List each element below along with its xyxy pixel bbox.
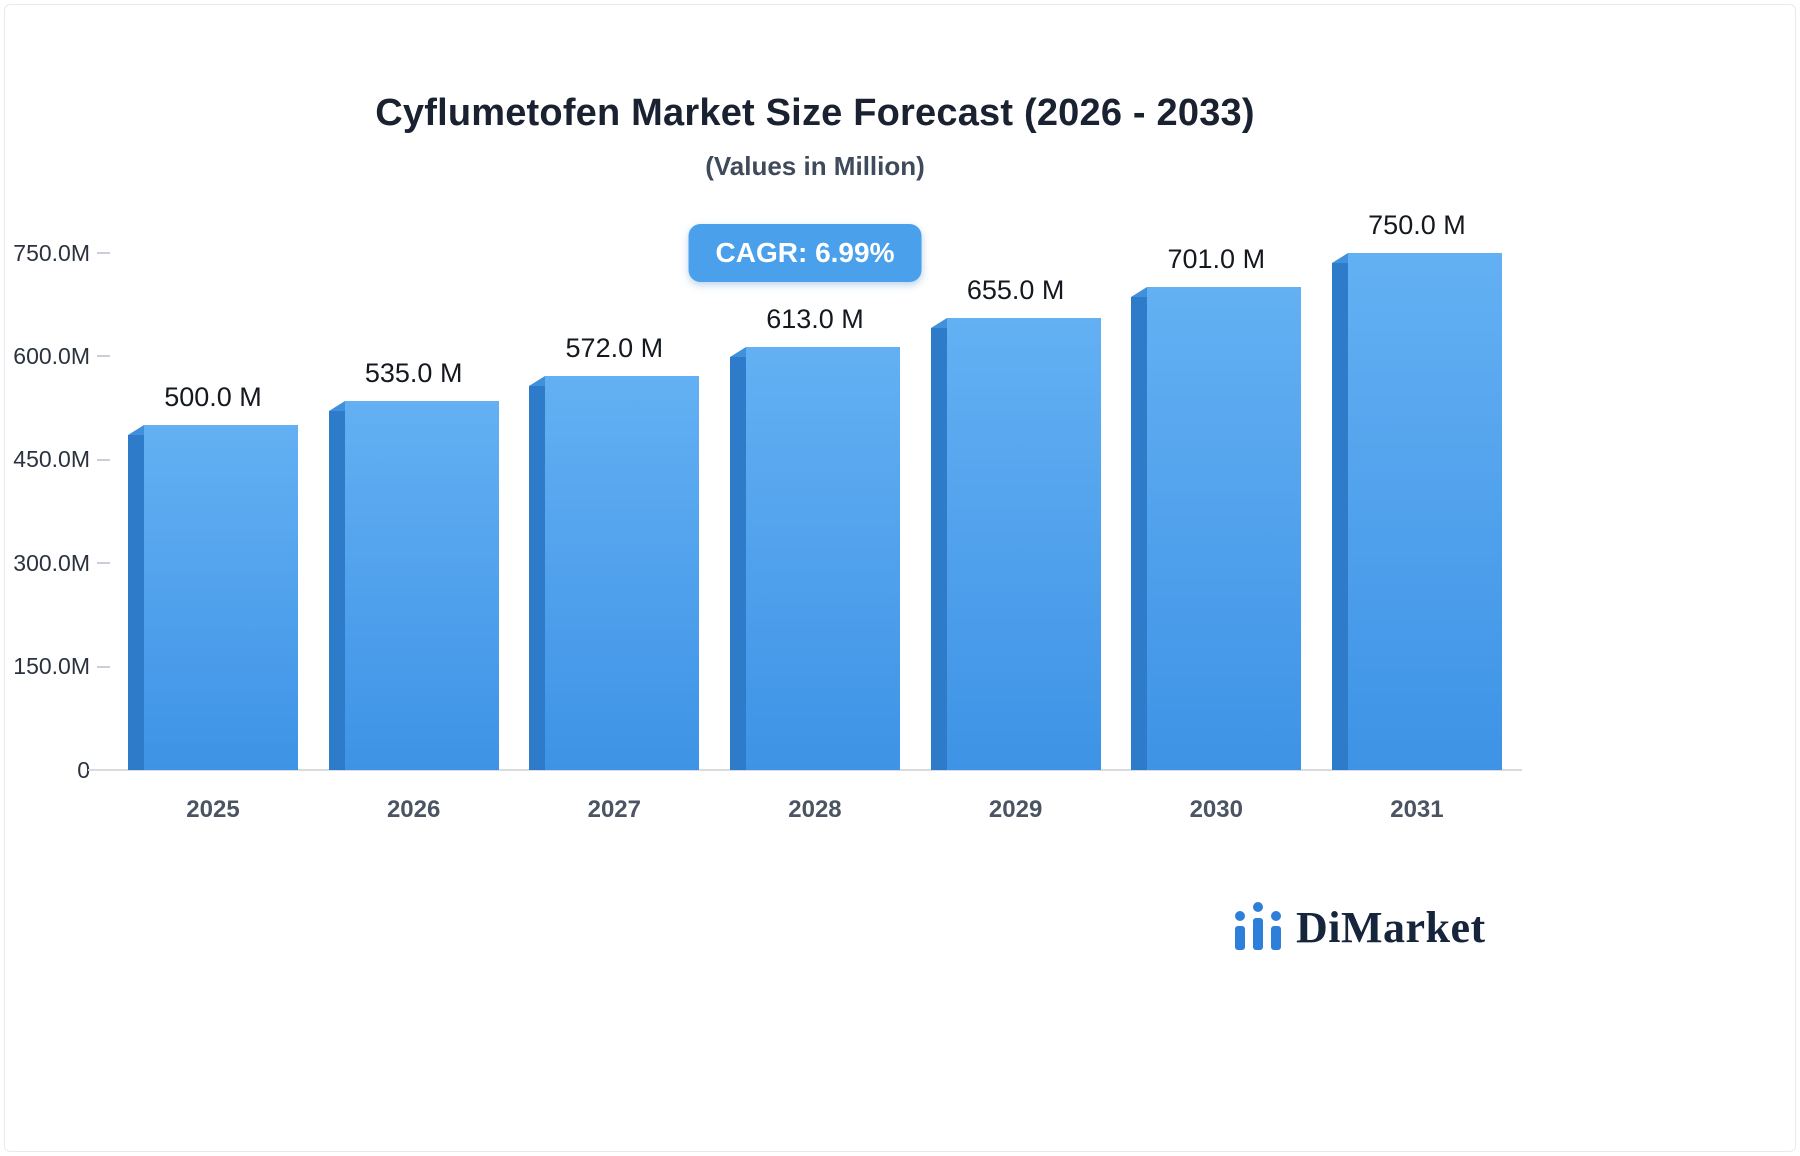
x-axis-label: 2025 [186,796,240,823]
bar-group: 750.0 M 2031 [1331,210,1502,823]
x-axis-label: 2027 [587,796,641,823]
y-axis-tick: 300.0M [13,549,110,577]
bar-value-label: 655.0 M [966,275,1065,305]
bar-value-label: 750.0 M [1368,210,1466,240]
y-axis-tick: 600.0M [13,342,110,370]
chart-subtitle: (Values in Million) [705,151,925,181]
brand-bar-chart-icon [1235,902,1281,950]
x-axis-baseline [88,769,1522,771]
y-axis-tick: 750.0M [13,239,110,267]
bar-group: 500.0 M 2025 [128,253,298,823]
x-axis-label: 2028 [788,796,842,823]
bar[interactable] [529,376,700,770]
y-axis-tick-mark [97,355,110,358]
bar[interactable] [328,401,499,770]
x-axis-label: 2029 [988,796,1043,823]
brand-logo: DiMarket [1232,900,1486,954]
y-axis-tick-mark [97,665,110,668]
plot-area: 500.0 M 2025 535.0 M 2026 572.0 M 2027 613.0 M… [110,210,1520,823]
bar[interactable] [930,318,1101,770]
y-axis-tick-mark [97,458,110,461]
chart-header: Cyflumetofen Market Size Forecast (2026 … [0,92,1630,182]
x-axis-label: 2031 [1390,796,1444,823]
bar-group: 572.0 M 2027 [529,253,700,823]
x-axis-label: 2030 [1189,796,1243,823]
y-axis-tick-mark [97,562,110,565]
y-axis: 0 150.0M 300.0M 450.0M 600.0M 750.0M [0,240,110,783]
bar-value-label: 613.0 M [766,304,864,334]
y-axis-tick: 450.0M [13,446,110,474]
y-axis-tick-label: 600.0M [13,342,90,369]
bar[interactable] [128,425,298,770]
bar[interactable] [1331,253,1502,770]
bar-group: 613.0 M 2028 [729,253,900,823]
y-axis-tick-mark [97,252,110,254]
y-axis-tick: 150.0M [13,653,110,681]
y-axis-tick-label: 300.0M [13,549,90,576]
bar[interactable] [729,347,900,770]
bar-group: 701.0 M 2030 [1131,244,1302,823]
bar-value-label: 535.0 M [364,358,463,388]
y-axis-tick-label: 450.0M [13,446,90,473]
bar-group: 535.0 M 2026 [328,253,499,823]
chart-title: Cyflumetofen Market Size Forecast (2026 … [375,92,1255,134]
cagr-badge: CAGR: 6.99% [688,224,922,282]
brand-name: DiMarket [1296,902,1486,952]
x-axis-label: 2026 [386,796,441,823]
bar-group: 655.0 M 2029 [930,253,1101,823]
bar-value-label: 500.0 M [164,382,262,412]
y-axis-tick-label: 150.0M [13,653,90,680]
bar-value-label: 572.0 M [565,333,664,363]
y-axis-tick-label: 750.0M [13,239,90,266]
y-axis-tick-label: 0 [77,756,90,783]
bar-value-label: 701.0 M [1167,244,1266,274]
bar[interactable] [1131,287,1302,770]
